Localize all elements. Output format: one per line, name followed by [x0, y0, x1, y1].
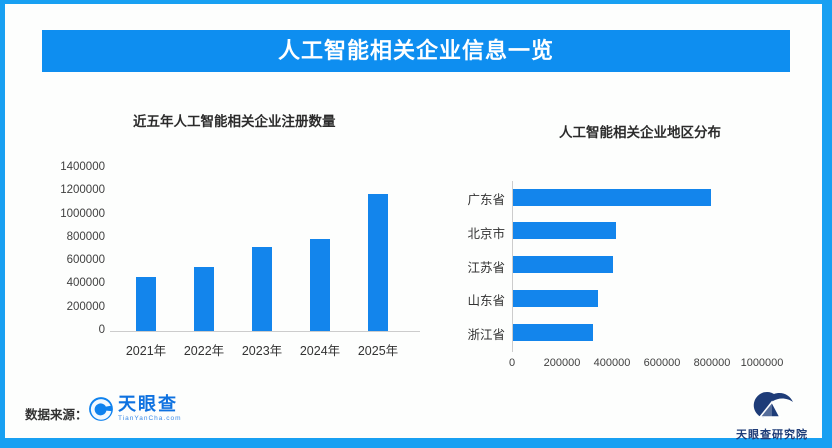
y-category-label: 江苏省 — [467, 260, 505, 275]
y-tick-label: 800000 — [66, 230, 105, 243]
y-category-label: 山东省 — [467, 294, 505, 309]
page-border-bottom — [0, 438, 832, 448]
y-tick-label: 1400000 — [60, 161, 105, 173]
tianyancha-name: 天眼查 — [118, 394, 178, 414]
data-source-label: 数据来源： — [25, 408, 88, 422]
tianyancha-url: TianYanCha.com — [118, 415, 182, 422]
bar — [310, 239, 330, 331]
y-tick-label: 400000 — [66, 277, 105, 290]
y-tick-label: 200000 — [66, 300, 105, 313]
x-category-label: 2024年 — [299, 344, 341, 358]
bar — [513, 222, 616, 240]
left-chart-baseline — [110, 331, 420, 332]
left-chart-title: 近五年人工智能相关企业注册数量 — [133, 114, 336, 129]
bar — [136, 277, 156, 331]
x-tick-label: 600000 — [643, 357, 681, 369]
bar — [513, 323, 593, 341]
bar — [513, 289, 598, 307]
research-institute-name: 天眼查研究院 — [736, 429, 808, 441]
research-institute-icon — [753, 391, 793, 418]
bar — [194, 266, 214, 331]
y-category-label: 广东省 — [467, 193, 505, 207]
x-category-label: 2025年 — [357, 344, 399, 358]
bar — [252, 247, 272, 331]
y-tick-label: 0 — [98, 324, 105, 336]
right-chart-axis-line — [512, 181, 513, 352]
header-banner: 人工智能相关企业信息一览 — [42, 30, 790, 72]
x-tick-label: 200000 — [543, 357, 581, 369]
page-border-right — [822, 0, 832, 448]
y-tick-label: 1000000 — [60, 207, 105, 220]
x-tick-label: 1000000 — [740, 357, 784, 369]
bar — [513, 188, 711, 206]
page-border-top — [0, 0, 832, 4]
x-tick-label: 800000 — [693, 357, 731, 369]
tianyancha-logo: 天眼查 TianYanCha.com — [88, 394, 182, 422]
tianyancha-logo-icon — [89, 397, 113, 421]
y-tick-label: 1200000 — [60, 184, 105, 197]
page-title: 人工智能相关企业信息一览 — [277, 38, 554, 63]
y-tick-label: 600000 — [66, 254, 105, 267]
x-tick-label: 0 — [508, 357, 516, 369]
bar — [513, 256, 613, 273]
y-category-label: 浙江省 — [467, 328, 505, 342]
right-chart-title: 人工智能相关企业地区分布 — [559, 125, 721, 140]
page-border-left — [0, 0, 5, 448]
x-tick-label: 400000 — [593, 357, 631, 369]
y-category-label: 北京市 — [467, 226, 505, 241]
bar — [368, 193, 388, 331]
x-category-label: 2021年 — [125, 344, 167, 358]
research-institute-logo: 天眼查研究院 — [726, 389, 818, 442]
x-category-label: 2022年 — [183, 344, 225, 358]
tianyancha-logo-text: 天眼查 TianYanCha.com — [118, 394, 182, 422]
x-category-label: 2023年 — [241, 344, 283, 358]
